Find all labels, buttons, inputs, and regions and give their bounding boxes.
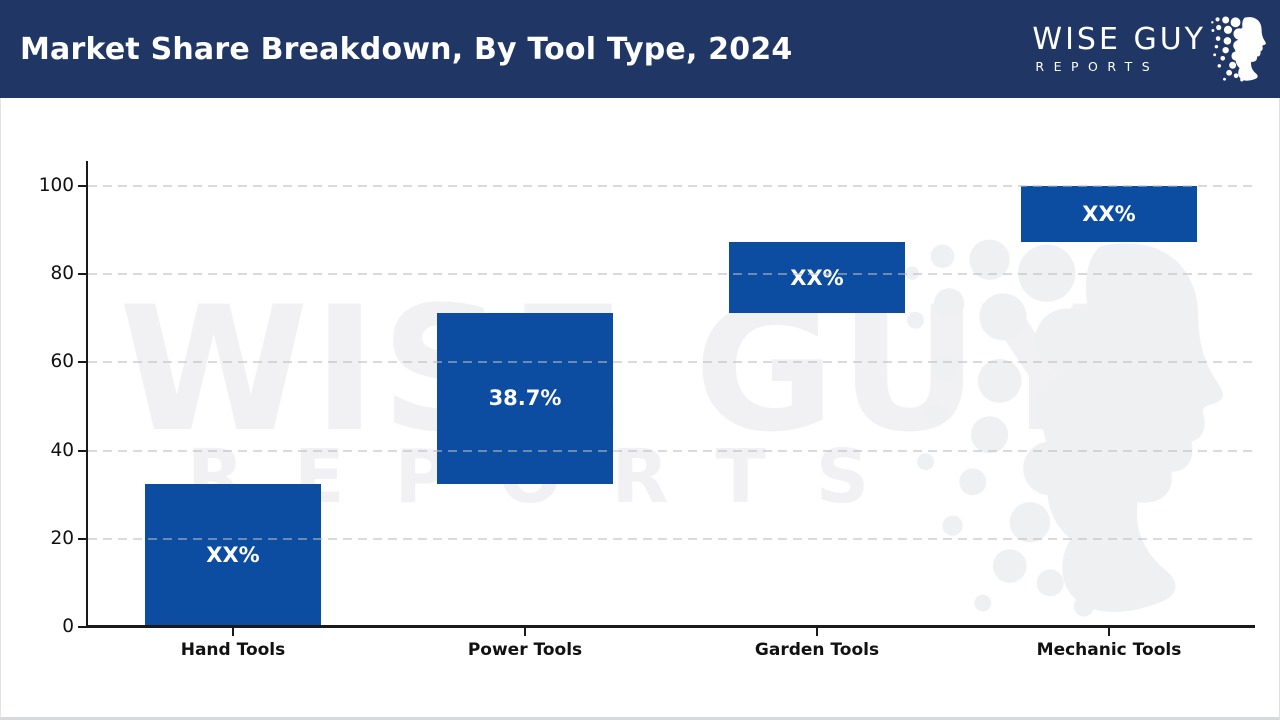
y-tick-label: 60 bbox=[50, 351, 74, 373]
y-tick-label: 0 bbox=[62, 616, 74, 637]
y-tick-mark bbox=[78, 449, 87, 452]
x-tick-mark bbox=[524, 627, 526, 636]
y-tick-mark bbox=[78, 273, 87, 276]
gridline-40 bbox=[88, 449, 1255, 452]
x-tick-mark bbox=[1108, 627, 1110, 636]
gridline-80 bbox=[88, 273, 1255, 276]
y-tick-label: 40 bbox=[50, 439, 74, 461]
bar-garden-tools: XX% bbox=[729, 242, 905, 313]
x-category-label-hand-tools: Hand Tools bbox=[180, 640, 286, 660]
logo-subtitle: REPORTS bbox=[1035, 58, 1160, 74]
header-band: Market Share Breakdown, By Tool Type, 20… bbox=[0, 0, 1280, 98]
bar-value-label: XX% bbox=[790, 265, 844, 290]
x-category-label-mechanic-tools: Mechanic Tools bbox=[1036, 640, 1182, 660]
bar-hand-tools: XX% bbox=[145, 483, 321, 627]
gridline-60 bbox=[88, 361, 1255, 364]
bar-mechanic-tools: XX% bbox=[1021, 186, 1197, 243]
bar-value-label: XX% bbox=[1082, 202, 1136, 227]
y-tick-mark bbox=[78, 185, 87, 187]
y-tick-label: 80 bbox=[50, 263, 74, 285]
y-tick-mark bbox=[78, 537, 87, 540]
y-tick-label: 20 bbox=[50, 527, 74, 549]
x-tick-mark bbox=[232, 627, 234, 636]
y-tick-mark bbox=[78, 626, 87, 628]
x-category-label-garden-tools: Garden Tools bbox=[754, 640, 880, 660]
y-tick-mark bbox=[78, 361, 87, 364]
gridline-20 bbox=[88, 537, 1255, 540]
bar-value-label: 38.7% bbox=[488, 386, 562, 411]
gridline-100 bbox=[88, 185, 1255, 187]
chart-title: Market Share Breakdown, By Tool Type, 20… bbox=[20, 31, 793, 67]
brand-logo-text: WISE GUY REPORTS bbox=[1032, 21, 1206, 74]
y-tick-label: 100 bbox=[38, 175, 74, 196]
x-tick-mark bbox=[816, 627, 818, 636]
bar-value-label: XX% bbox=[206, 543, 260, 568]
y-axis bbox=[86, 161, 88, 628]
x-category-label-power-tools: Power Tools bbox=[467, 640, 583, 660]
bar-power-tools: 38.7% bbox=[437, 313, 613, 484]
logo-wordmark: WISE GUY bbox=[1032, 21, 1206, 57]
brand-logo: WISE GUY REPORTS bbox=[1032, 8, 1268, 90]
x-axis bbox=[86, 625, 1255, 628]
